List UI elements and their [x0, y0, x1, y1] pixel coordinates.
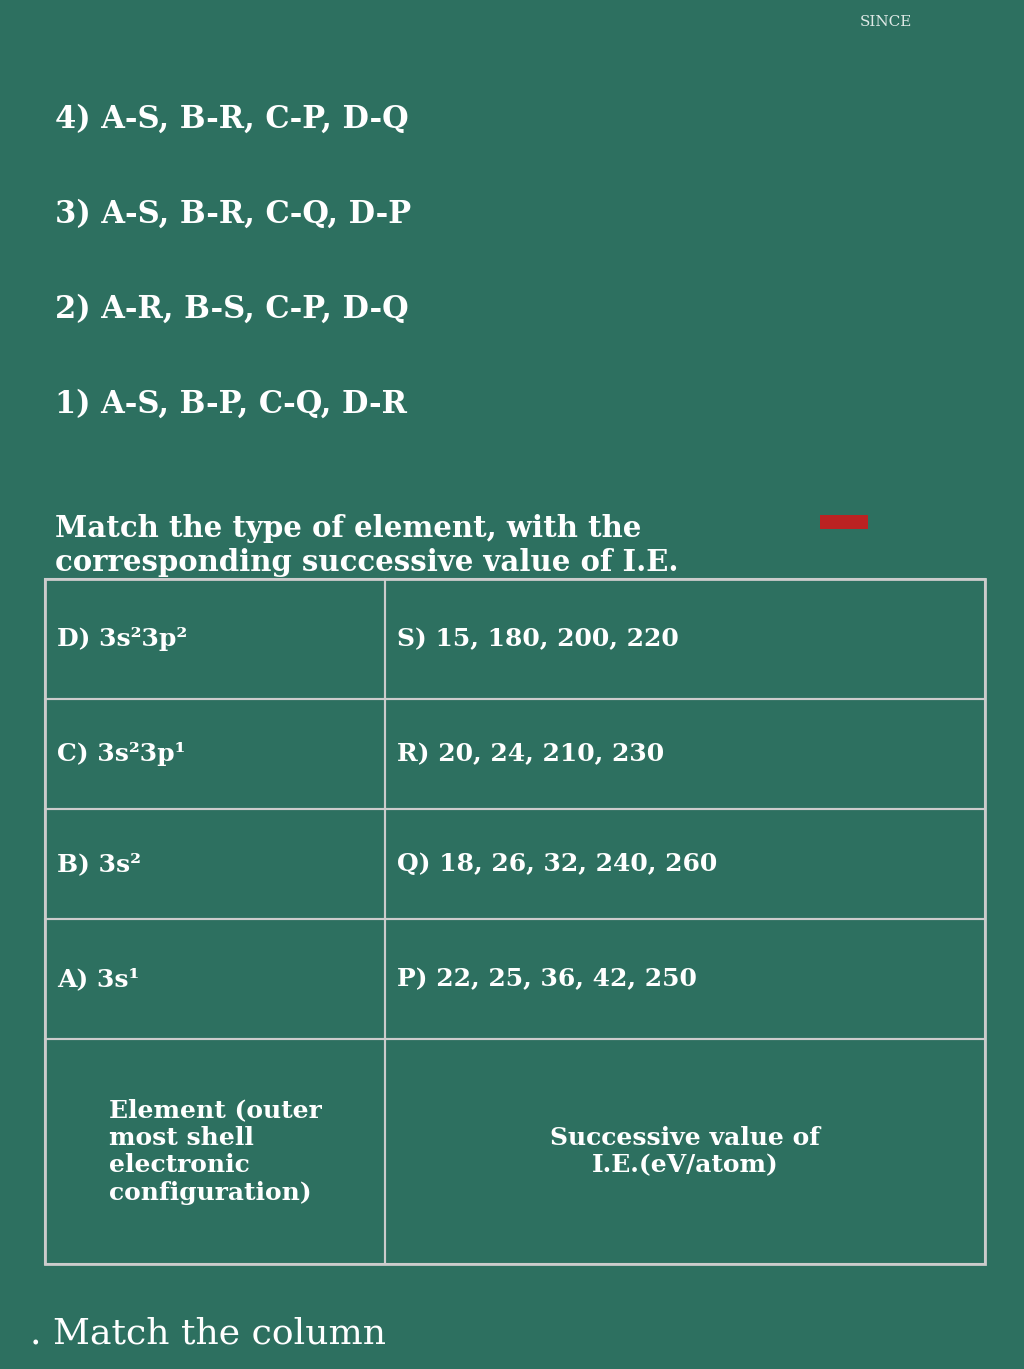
Bar — [45, 579, 385, 700]
Bar — [45, 1039, 385, 1264]
Text: 1) A-S, B-P, C-Q, D-R: 1) A-S, B-P, C-Q, D-R — [55, 389, 407, 420]
Bar — [45, 700, 385, 809]
Text: SINCE: SINCE — [860, 15, 912, 29]
Text: P) 22, 25, 36, 42, 250: P) 22, 25, 36, 42, 250 — [397, 967, 697, 991]
Bar — [45, 809, 385, 919]
Bar — [385, 919, 985, 1039]
Text: B) 3s²: B) 3s² — [57, 852, 141, 876]
Text: A) 3s¹: A) 3s¹ — [57, 967, 139, 991]
Bar — [385, 1039, 985, 1264]
Text: 3) A-S, B-R, C-Q, D-P: 3) A-S, B-R, C-Q, D-P — [55, 199, 411, 230]
Text: D) 3s²3p²: D) 3s²3p² — [57, 627, 187, 652]
Bar — [385, 700, 985, 809]
Text: Q) 18, 26, 32, 240, 260: Q) 18, 26, 32, 240, 260 — [397, 852, 717, 876]
Text: . Match the column: . Match the column — [30, 1317, 386, 1351]
Text: 4) A-S, B-R, C-P, D-Q: 4) A-S, B-R, C-P, D-Q — [55, 104, 409, 136]
Text: C) 3s²3p¹: C) 3s²3p¹ — [57, 742, 185, 767]
Bar — [820, 515, 868, 528]
Text: S) 15, 180, 200, 220: S) 15, 180, 200, 220 — [397, 627, 679, 652]
Bar — [45, 579, 985, 1264]
Text: Element (outer
most shell
electronic
configuration): Element (outer most shell electronic con… — [109, 1098, 322, 1205]
Bar — [385, 579, 985, 700]
Bar — [385, 809, 985, 919]
Text: Match the type of element, with the
corresponding successive value of I.E.: Match the type of element, with the corr… — [55, 513, 679, 576]
Text: R) 20, 24, 210, 230: R) 20, 24, 210, 230 — [397, 742, 665, 767]
Text: 2) A-R, B-S, C-P, D-Q: 2) A-R, B-S, C-P, D-Q — [55, 294, 409, 324]
Text: Successive value of
I.E.(eV/atom): Successive value of I.E.(eV/atom) — [550, 1125, 820, 1177]
Bar — [45, 919, 385, 1039]
